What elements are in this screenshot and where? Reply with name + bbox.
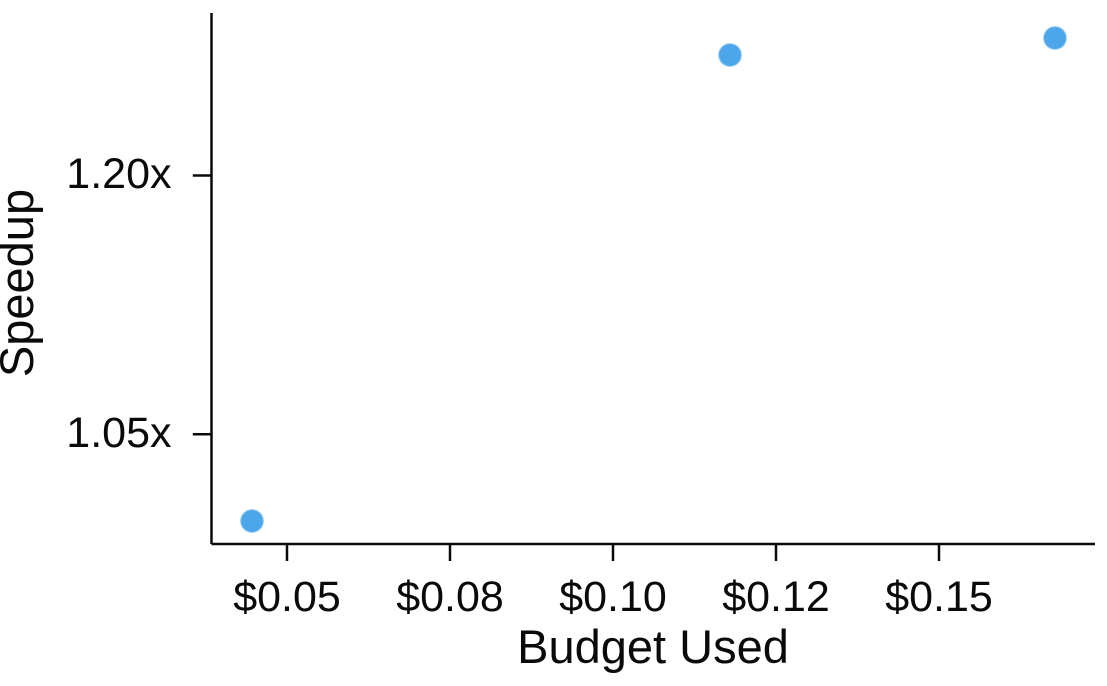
svg-text:$0.05: $0.05 [233, 573, 341, 621]
svg-text:$0.10: $0.10 [559, 573, 667, 621]
svg-text:$0.08: $0.08 [396, 573, 504, 621]
svg-text:1.20x: 1.20x [66, 150, 172, 198]
svg-text:$0.15: $0.15 [885, 573, 993, 621]
svg-text:1.05x: 1.05x [66, 409, 172, 457]
svg-text:Budget Used: Budget Used [517, 620, 789, 673]
svg-text:Speedup: Speedup [0, 189, 43, 377]
svg-text:$0.12: $0.12 [722, 573, 830, 621]
